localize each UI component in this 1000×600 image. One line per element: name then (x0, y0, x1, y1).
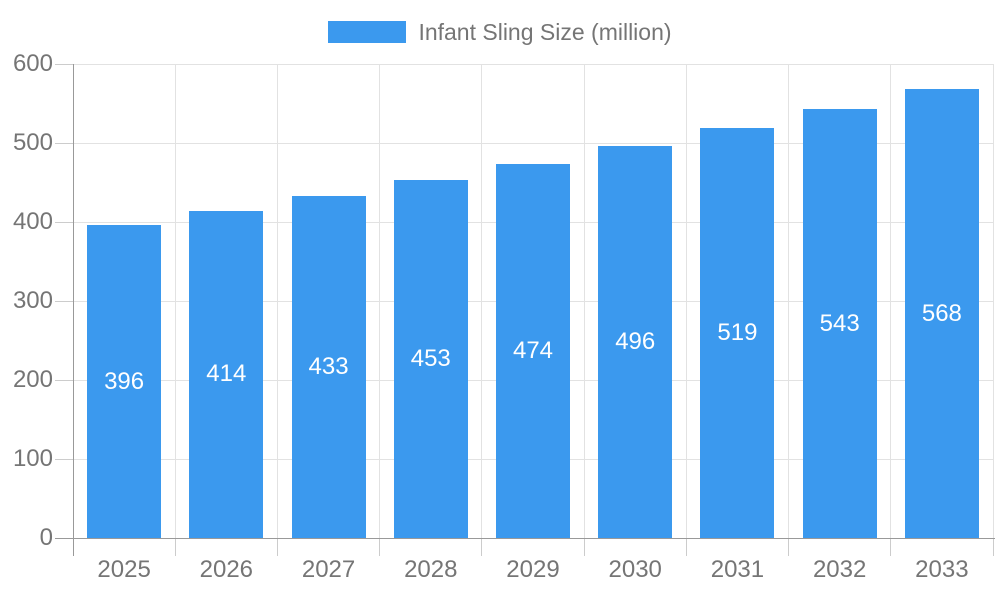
y-axis-label: 0 (39, 524, 53, 551)
gridline-vertical (276, 64, 278, 538)
bar-value-label: 453 (410, 345, 451, 373)
bar-value-label: 543 (819, 309, 860, 337)
bar-value-label: 474 (512, 336, 554, 364)
bar-value-label: 414 (206, 360, 247, 388)
x-axis-label: 2025 (97, 556, 151, 583)
x-axis-tick (481, 538, 483, 556)
x-axis-label: 2030 (608, 556, 662, 583)
gridline-vertical (992, 64, 994, 538)
y-axis-line (72, 64, 74, 556)
bar[interactable] (87, 225, 162, 538)
x-axis-tick (992, 538, 994, 556)
bar[interactable] (598, 146, 673, 538)
gridline-vertical (788, 64, 790, 538)
x-axis-label: 2031 (710, 556, 765, 583)
bar[interactable] (291, 195, 366, 538)
legend-swatch (328, 21, 407, 43)
y-axis-label: 300 (12, 287, 53, 314)
gridline-vertical (174, 64, 176, 538)
bar[interactable] (700, 127, 775, 538)
y-axis-tick (55, 63, 73, 65)
bar-value-label: 396 (104, 367, 145, 395)
y-axis-tick (55, 458, 73, 460)
bar-value-label: 519 (717, 318, 758, 346)
x-axis-tick (583, 538, 585, 556)
bar-value-label: 496 (615, 328, 656, 356)
gridline-vertical (685, 64, 687, 538)
x-axis-line (55, 537, 995, 539)
x-axis-label: 2028 (404, 556, 458, 583)
x-axis-tick (685, 538, 687, 556)
gridline-vertical (890, 64, 892, 538)
legend-label: Infant Sling Size (million) (418, 18, 672, 45)
bar-value-label: 568 (921, 299, 962, 327)
x-axis-label: 2027 (301, 556, 356, 583)
y-axis-label: 400 (12, 208, 53, 235)
legend-item[interactable]: Infant Sling Size (million) (0, 18, 1000, 46)
x-axis-label: 2032 (812, 556, 867, 583)
x-axis-label: 2026 (199, 556, 254, 583)
gridline-vertical (583, 64, 585, 538)
gridline-horizontal (73, 63, 993, 65)
gridline-vertical (379, 64, 381, 538)
x-axis-label: 2033 (915, 556, 969, 583)
y-axis-label: 600 (12, 50, 53, 77)
x-axis-tick (788, 538, 790, 556)
bar[interactable] (904, 89, 979, 538)
gridline-vertical (481, 64, 483, 538)
y-axis-tick (55, 379, 73, 381)
bar[interactable] (189, 210, 264, 538)
x-axis-tick (890, 538, 892, 556)
x-axis-tick (276, 538, 278, 556)
y-axis-tick (55, 300, 73, 302)
gridline-horizontal (73, 142, 993, 144)
x-axis-tick (174, 538, 176, 556)
y-axis-label: 200 (12, 366, 53, 393)
x-axis-tick (379, 538, 381, 556)
y-axis-label: 500 (12, 129, 53, 156)
x-axis-label: 2029 (506, 556, 560, 583)
bar[interactable] (393, 180, 468, 538)
bar[interactable] (496, 163, 570, 538)
y-axis-label: 100 (12, 445, 53, 472)
bar[interactable] (802, 109, 877, 538)
bar-value-label: 433 (308, 352, 349, 380)
y-axis-tick (55, 221, 73, 223)
y-axis-tick (55, 142, 73, 144)
